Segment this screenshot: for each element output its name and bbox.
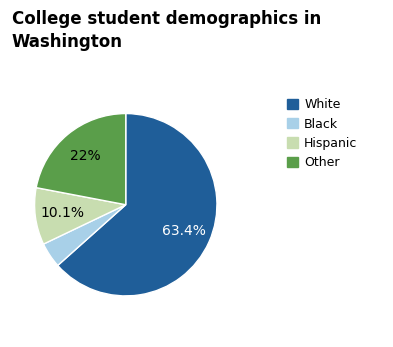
Legend: White, Black, Hispanic, Other: White, Black, Hispanic, Other xyxy=(285,97,359,170)
Wedge shape xyxy=(44,205,126,265)
Wedge shape xyxy=(35,188,126,244)
Text: College student demographics in
Washington: College student demographics in Washingt… xyxy=(12,10,321,51)
Text: 10.1%: 10.1% xyxy=(40,206,84,220)
Wedge shape xyxy=(36,113,126,205)
Text: 22%: 22% xyxy=(70,149,100,162)
Text: 63.4%: 63.4% xyxy=(162,224,206,238)
Wedge shape xyxy=(58,113,217,296)
